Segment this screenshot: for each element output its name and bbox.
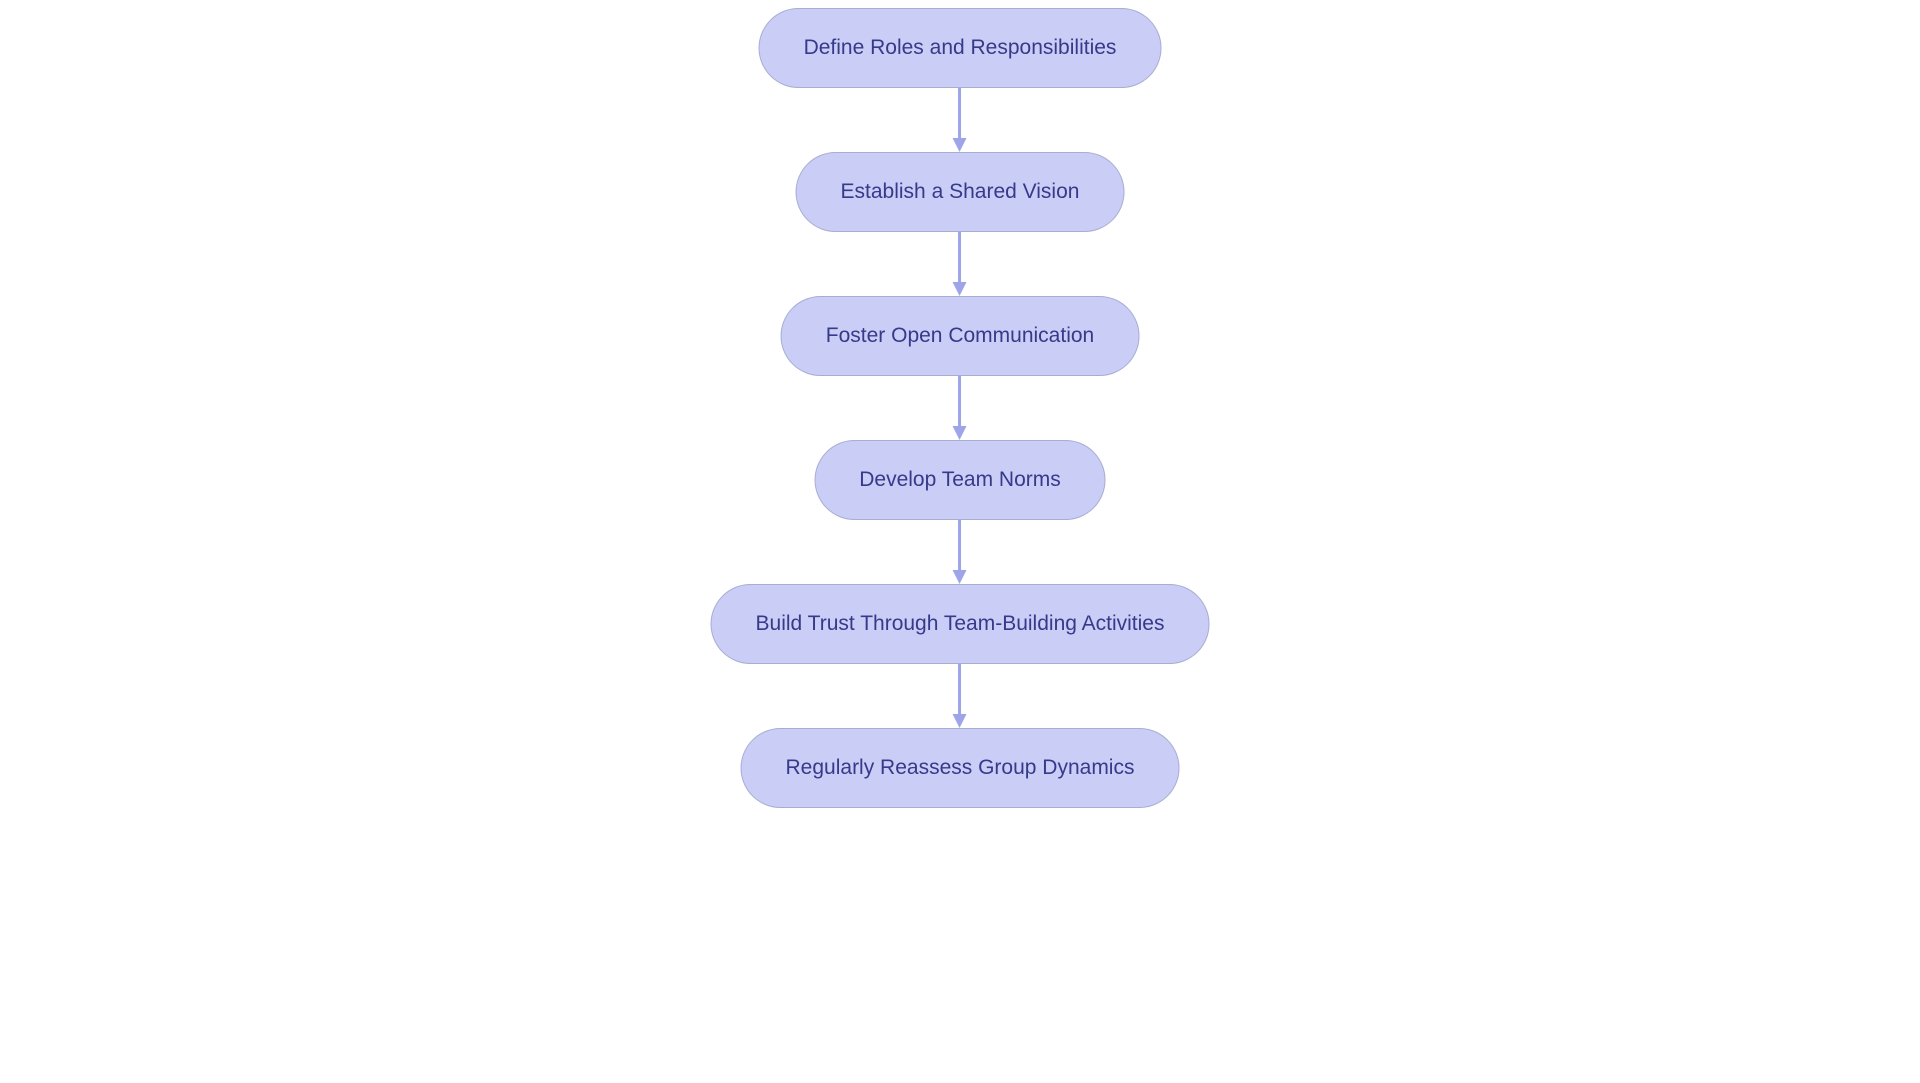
flow-node: Foster Open Communication — [781, 296, 1139, 376]
flow-node: Establish a Shared Vision — [796, 152, 1125, 232]
flow-node: Develop Team Norms — [814, 440, 1106, 520]
flow-node: Build Trust Through Team-Building Activi… — [711, 584, 1210, 664]
flow-arrow — [950, 232, 970, 296]
flow-arrow — [950, 664, 970, 728]
flow-arrow — [950, 376, 970, 440]
flow-node: Regularly Reassess Group Dynamics — [741, 728, 1180, 808]
flow-node: Define Roles and Responsibilities — [759, 8, 1162, 88]
flowchart-container: Define Roles and Responsibilities Establ… — [711, 8, 1210, 808]
flow-arrow — [950, 520, 970, 584]
flow-arrow — [950, 88, 970, 152]
